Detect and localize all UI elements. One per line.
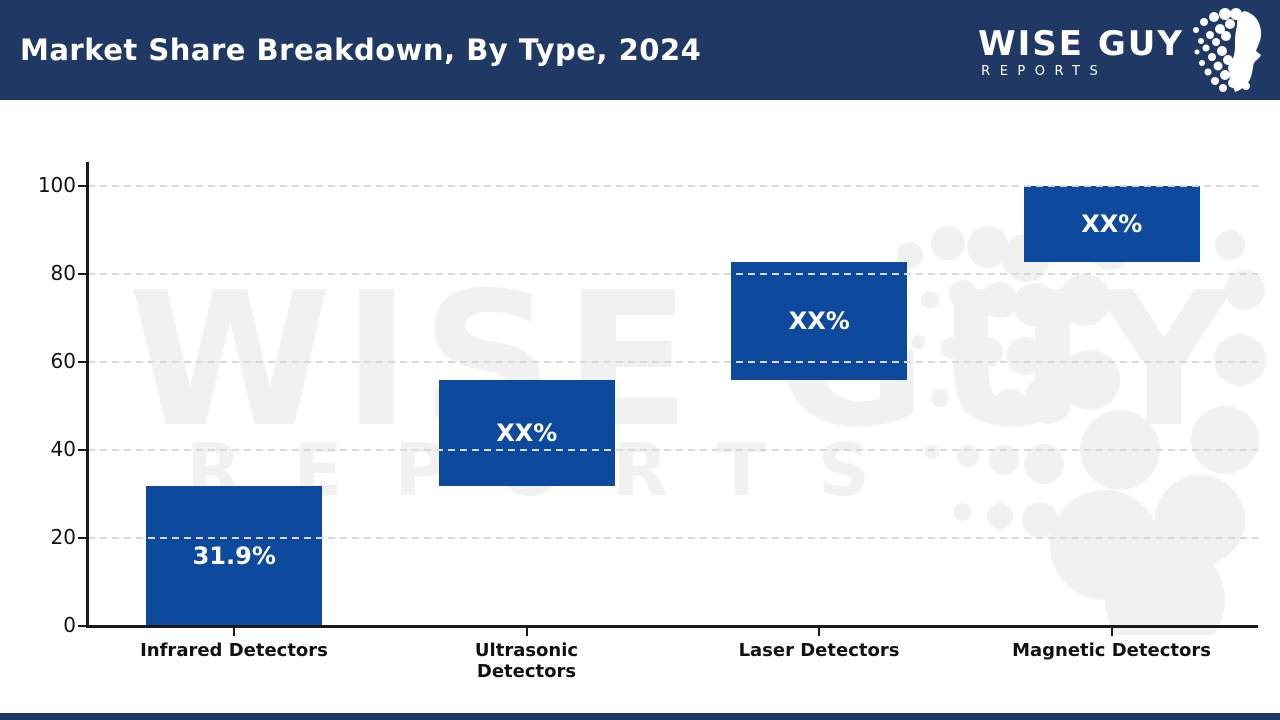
footer-bar	[0, 713, 1280, 720]
y-gridline	[88, 449, 1258, 451]
y-axis-tick	[78, 537, 87, 539]
y-axis-tick-label: 60	[50, 349, 76, 373]
y-axis-tick	[78, 449, 87, 451]
bar-value-label: XX%	[496, 418, 558, 447]
y-axis-tick-label: 40	[50, 437, 76, 461]
y-axis-tick-label: 20	[50, 525, 76, 549]
logo-sub-text: REPORTS	[981, 63, 1108, 79]
category-label-line: Infrared Detectors	[140, 640, 328, 661]
category-label: Ultrasonic Detectors	[381, 640, 673, 682]
y-axis-tick	[78, 361, 87, 363]
y-gridline	[88, 185, 1258, 187]
y-axis-tick	[78, 625, 87, 627]
x-axis-tick	[233, 627, 236, 636]
y-axis-tick	[78, 273, 87, 275]
bar-value-label: XX%	[1081, 209, 1143, 238]
page-title: Market Share Breakdown, By Type, 2024	[20, 33, 702, 67]
category-label: Magnetic Detectors	[966, 640, 1258, 661]
brand-logo: WISE GUY REPORTS	[978, 6, 1268, 98]
x-axis-tick	[525, 627, 528, 636]
y-axis-tick-label: 100	[37, 173, 76, 197]
category-label-line: Laser Detectors	[738, 640, 900, 661]
y-axis-tick-label: 0	[63, 613, 76, 637]
bar-value-label: 31.9%	[192, 541, 276, 570]
category-label: Laser Detectors	[673, 640, 965, 661]
logo-brand-text: WISE GUY	[978, 23, 1184, 64]
y-axis-tick	[78, 185, 87, 187]
x-axis-tick	[1110, 627, 1113, 636]
bar-value-label: XX%	[788, 306, 850, 335]
bar-segment	[1023, 186, 1200, 262]
logo-face-icon	[1193, 8, 1262, 92]
y-axis-line	[86, 162, 89, 628]
bar-segment	[146, 485, 323, 626]
category-label-line: Magnetic Detectors	[1012, 640, 1211, 661]
x-axis-line	[86, 625, 1258, 628]
y-gridline	[88, 361, 1258, 363]
y-gridline	[88, 273, 1258, 275]
y-axis-tick-label: 80	[50, 261, 76, 285]
x-axis-tick	[818, 627, 821, 636]
category-label: Infrared Detectors	[88, 640, 380, 661]
bar-segment	[731, 261, 908, 380]
logo-text: WISE GUY REPORTS	[978, 26, 1184, 79]
header-bar: Market Share Breakdown, By Type, 2024 WI…	[0, 0, 1280, 100]
category-label-line: Ultrasonic	[474, 640, 579, 661]
bar-segment	[438, 379, 615, 486]
watermark-face-icon	[897, 215, 1266, 635]
y-gridline	[88, 537, 1258, 539]
category-label-line: Detectors	[476, 661, 577, 682]
